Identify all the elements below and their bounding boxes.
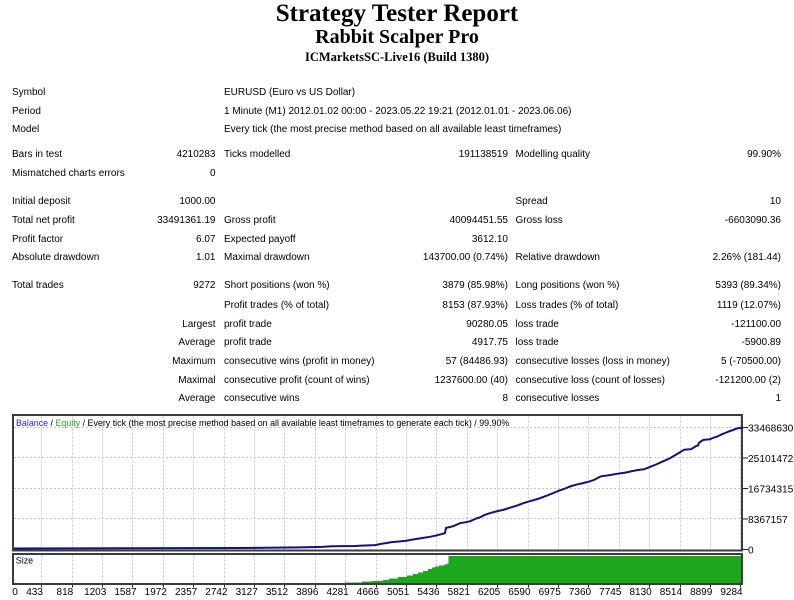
svg-text:1203: 1203	[84, 587, 107, 598]
svg-text:6975: 6975	[539, 587, 562, 598]
svg-text:16734315: 16734315	[748, 485, 794, 496]
svg-text:Size: Size	[16, 556, 33, 566]
svg-text:5051: 5051	[387, 587, 410, 598]
svg-text:5821: 5821	[448, 587, 471, 598]
svg-text:0: 0	[748, 546, 754, 557]
svg-text:5436: 5436	[417, 587, 440, 598]
svg-text:2357: 2357	[175, 587, 198, 598]
svg-text:33468630: 33468630	[748, 424, 794, 435]
svg-text:8514: 8514	[660, 587, 683, 598]
svg-text:3127: 3127	[236, 587, 259, 598]
svg-text:1972: 1972	[145, 587, 168, 598]
svg-text:3512: 3512	[266, 587, 289, 598]
svg-text:25101472: 25101472	[748, 454, 794, 465]
svg-text:818: 818	[57, 587, 74, 598]
svg-text:7360: 7360	[569, 587, 592, 598]
svg-text:4666: 4666	[357, 587, 380, 598]
svg-text:2742: 2742	[205, 587, 228, 598]
svg-text:9284: 9284	[720, 587, 743, 598]
svg-text:8367157: 8367157	[748, 515, 788, 526]
svg-text:0: 0	[12, 587, 18, 598]
svg-text:3896: 3896	[296, 587, 319, 598]
svg-text:433: 433	[26, 587, 43, 598]
svg-text:1587: 1587	[114, 587, 137, 598]
svg-text:8899: 8899	[690, 587, 713, 598]
svg-text:8130: 8130	[629, 587, 652, 598]
svg-text:Balance / Equity / Every tick: Balance / Equity / Every tick (the most …	[16, 418, 509, 428]
svg-text:7745: 7745	[599, 587, 622, 598]
svg-text:6205: 6205	[478, 587, 501, 598]
svg-text:4281: 4281	[326, 587, 349, 598]
svg-text:6590: 6590	[508, 587, 531, 598]
